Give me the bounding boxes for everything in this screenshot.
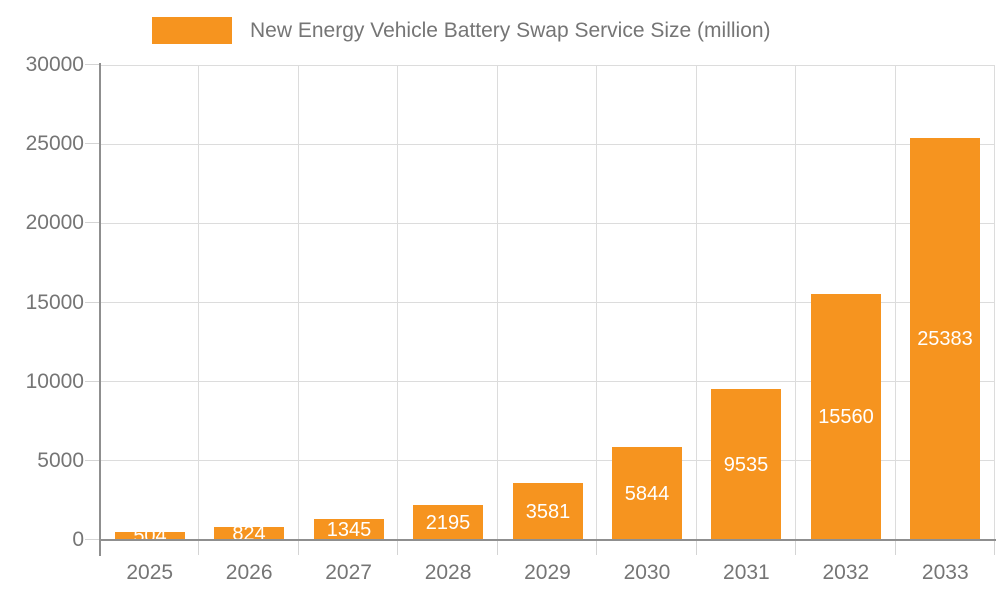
bar <box>314 519 384 540</box>
bar-value-label: 25383 <box>917 328 973 350</box>
bar-value-label: 3581 <box>525 501 571 523</box>
bar <box>115 532 185 540</box>
x-axis-tick <box>795 541 796 555</box>
v-gridline <box>696 65 697 540</box>
y-axis-tick <box>85 302 99 303</box>
x-tick-label: 2026 <box>225 561 273 584</box>
bar-value-label: 504 <box>133 525 167 540</box>
bar <box>214 527 284 540</box>
v-gridline <box>994 65 995 540</box>
h-gridline <box>100 143 995 145</box>
v-gridline <box>596 65 597 540</box>
bar-value-label: 2195 <box>425 512 471 534</box>
x-tick-label: 2031 <box>723 561 770 584</box>
x-tick-label: 2032 <box>822 561 870 584</box>
h-gridline <box>100 302 995 303</box>
y-tick-label: 25000 <box>25 132 84 156</box>
bar-value-label: 824 <box>232 523 266 540</box>
x-axis-tick <box>298 541 299 555</box>
y-tick-label: 20000 <box>25 211 84 235</box>
bar <box>811 294 881 540</box>
legend-label: New Energy Vehicle Battery Swap Service … <box>250 19 771 42</box>
y-axis-tick <box>85 539 99 540</box>
x-axis-tick <box>497 541 498 555</box>
x-tick-label: 2033 <box>921 561 969 584</box>
h-gridline <box>100 381 995 383</box>
x-axis-tick <box>198 541 199 555</box>
bar-value-label: 1345 <box>326 519 372 540</box>
x-tick-label: 2028 <box>424 561 472 584</box>
x-tick-label: 2029 <box>524 561 571 584</box>
bar <box>513 483 583 540</box>
v-gridline <box>198 65 199 540</box>
y-axis-tick <box>85 381 99 382</box>
bar <box>413 505 483 540</box>
bar-value-label: 15560 <box>818 406 874 428</box>
y-axis-tick <box>85 64 99 65</box>
v-gridline <box>895 65 896 540</box>
bar <box>910 138 980 540</box>
x-axis-tick <box>895 541 896 555</box>
v-gridline <box>497 65 498 540</box>
v-gridline <box>298 65 299 540</box>
h-gridline <box>100 460 995 462</box>
y-axis-tick <box>85 222 99 223</box>
plot-area: 504 824 1345 2195 3581 5844 9535 15560 25383 <box>100 65 995 540</box>
x-tick-label: 2025 <box>126 561 174 584</box>
h-gridline <box>100 222 995 224</box>
x-axis-tick <box>696 541 697 555</box>
bar <box>612 447 682 540</box>
legend-swatch <box>152 17 232 44</box>
h-gridline <box>100 65 995 66</box>
bar-value-label: 5844 <box>624 483 670 505</box>
bar-value-label: 9535 <box>723 454 769 476</box>
v-gridline <box>397 65 398 540</box>
v-gridline <box>795 65 796 540</box>
x-axis-tick <box>397 541 398 555</box>
bar <box>711 389 781 540</box>
x-axis-tick <box>994 541 995 555</box>
x-axis-tick <box>596 541 597 555</box>
y-tick-label: 5000 <box>37 448 84 472</box>
legend: New Energy Vehicle Battery Swap Service … <box>0 0 1000 60</box>
y-tick-label: 15000 <box>25 290 84 314</box>
x-tick-label: 2027 <box>325 561 372 584</box>
x-tick-label: 2030 <box>623 561 671 584</box>
y-axis-tick <box>85 460 99 461</box>
y-axis-tick <box>85 143 99 144</box>
y-tick-label: 30000 <box>25 53 84 76</box>
y-tick-label: 0 <box>72 528 84 551</box>
y-tick-label: 10000 <box>25 369 84 393</box>
